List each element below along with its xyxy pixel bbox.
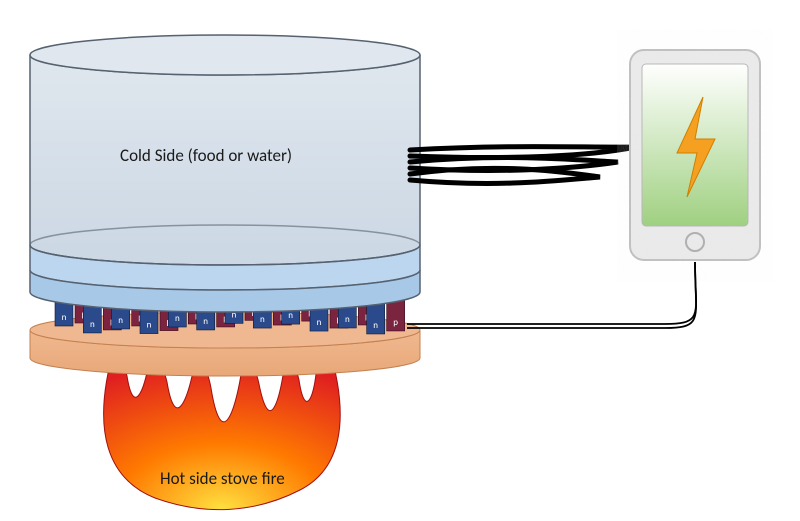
thin-wire xyxy=(407,262,696,328)
n-label: n xyxy=(90,319,95,330)
output-wires-thin xyxy=(407,262,696,328)
n-label: n xyxy=(175,313,180,324)
n-label: n xyxy=(260,314,265,325)
thin-wire xyxy=(407,262,696,324)
n-label: n xyxy=(147,320,152,331)
n-label: n xyxy=(203,316,208,327)
output-wires-heavy xyxy=(410,147,636,184)
n-label: n xyxy=(62,312,67,323)
n-label: n xyxy=(317,317,322,328)
diagram-canvas: npnpnpnpnpnpnpnpnpnpnpnp xyxy=(0,0,800,521)
phone-device xyxy=(630,50,760,260)
n-label: n xyxy=(118,315,123,326)
n-label: n xyxy=(288,310,293,321)
cold-side-label: Cold Side (food or water) xyxy=(120,145,292,166)
cold-side-cylinder xyxy=(30,35,420,312)
p-label: p xyxy=(393,317,398,328)
hot-side-label: Hot side stove fire xyxy=(160,468,285,489)
n-label: n xyxy=(345,314,350,325)
n-label: n xyxy=(373,320,378,331)
heavy-wire xyxy=(410,168,600,183)
